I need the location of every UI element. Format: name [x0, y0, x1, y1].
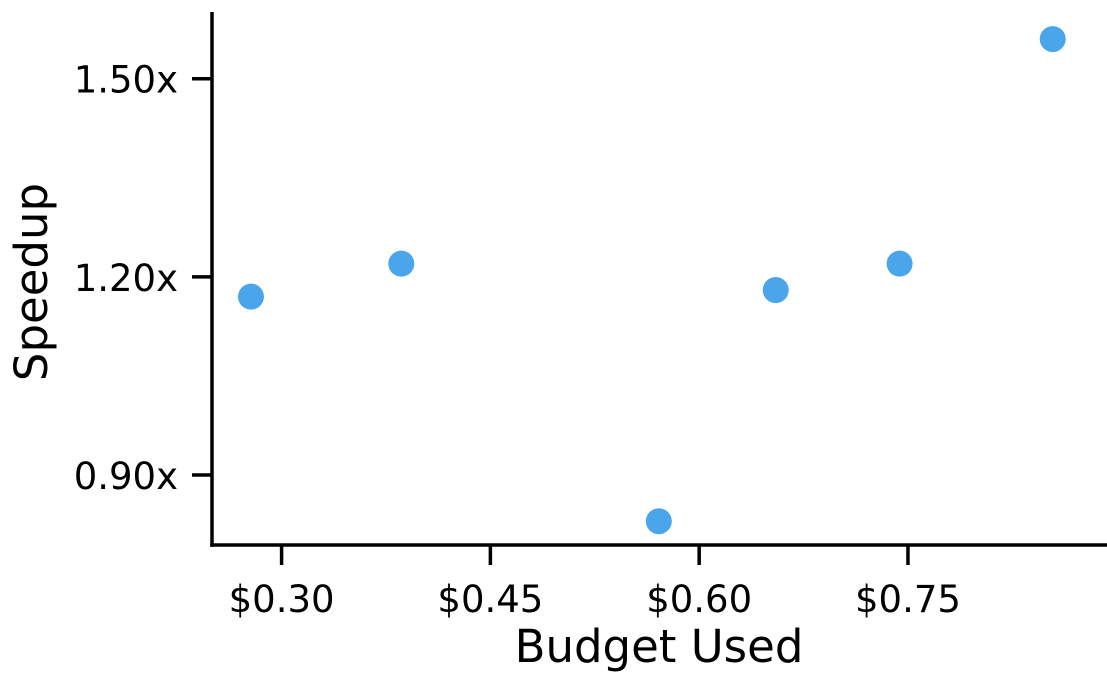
y-tick-label: 1.50x	[74, 59, 178, 102]
x-tick-label: $0.45	[437, 578, 543, 621]
data-point	[388, 250, 415, 277]
x-tick-label: $0.75	[855, 578, 961, 621]
data-point	[1039, 26, 1066, 53]
x-tick-label: $0.30	[229, 578, 335, 621]
data-point	[886, 250, 913, 277]
data-point	[645, 508, 672, 535]
data-point	[762, 277, 789, 304]
data-point	[237, 283, 264, 310]
y-tick-label: 0.90x	[74, 455, 178, 498]
y-axis-label: Speedup	[5, 183, 58, 381]
y-tick-label: 1.20x	[74, 257, 178, 300]
x-tick-label: $0.60	[646, 578, 752, 621]
x-axis-label: Budget Used	[515, 620, 804, 673]
